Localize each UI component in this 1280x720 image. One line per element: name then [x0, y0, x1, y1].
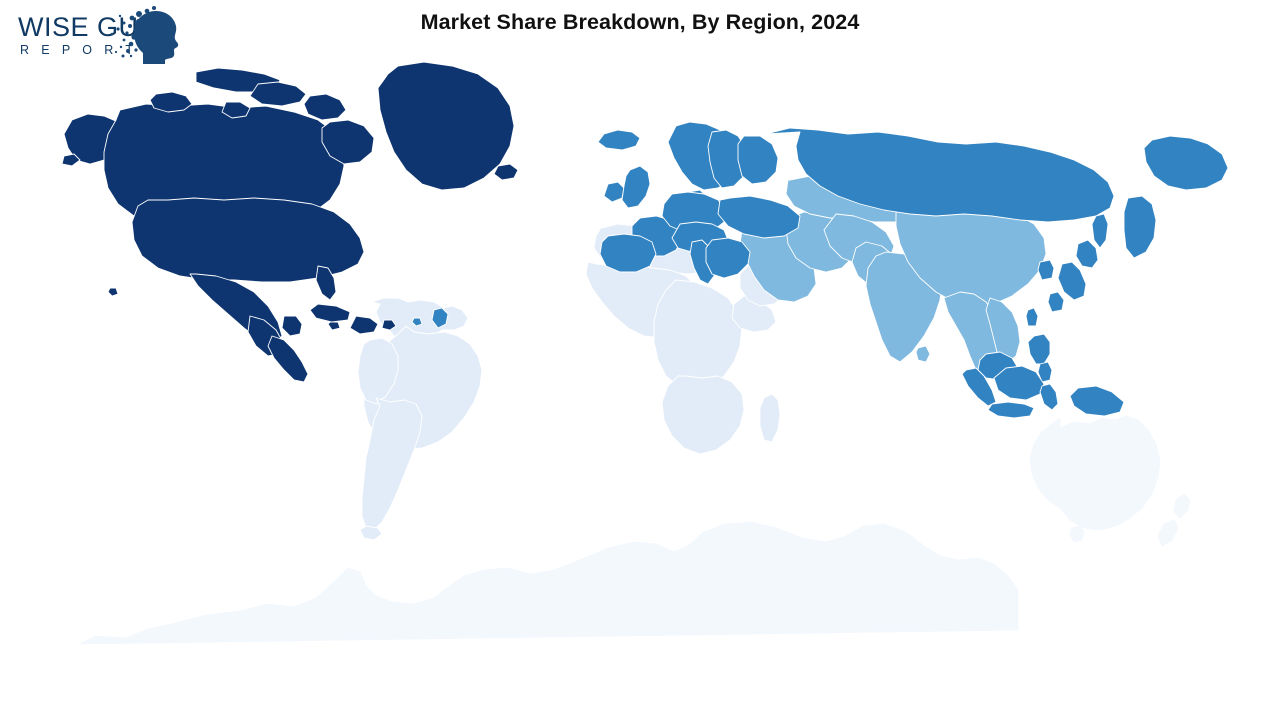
region-europe — [598, 122, 1228, 418]
page-title: Market Share Breakdown, By Region, 2024 — [420, 10, 860, 34]
world-choropleth-map — [0, 48, 1280, 720]
region-antarctica — [80, 522, 1018, 644]
region-south-america — [358, 298, 482, 540]
region-north-america — [62, 62, 518, 382]
wise-guy-reports-logo[interactable]: WISE GUY R E P O R T S — [8, 4, 198, 64]
region-highlight-accents — [412, 308, 448, 328]
region-oceania — [1030, 416, 1190, 546]
dotted-head-profile-icon — [110, 6, 179, 64]
